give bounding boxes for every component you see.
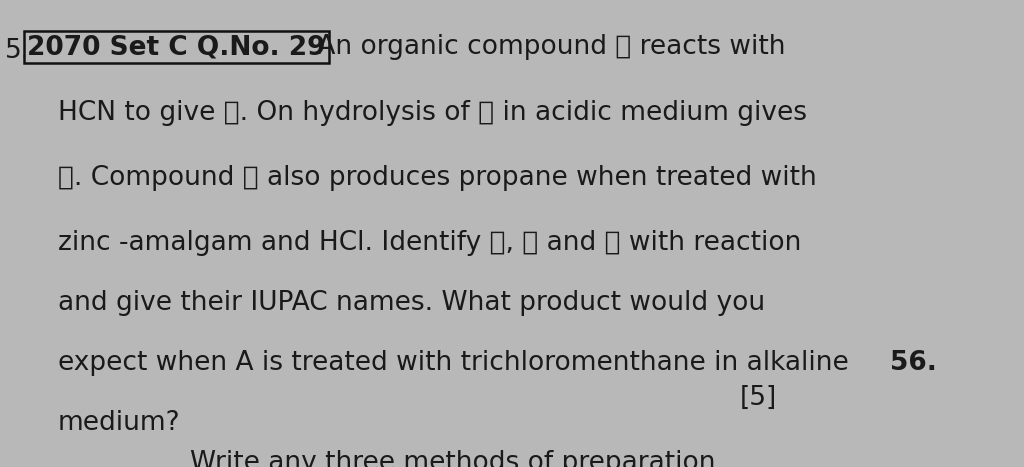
Text: An organic compound Ⓐ reacts with: An organic compound Ⓐ reacts with bbox=[309, 34, 785, 60]
Text: and give their IUPAC names. What product would you: and give their IUPAC names. What product… bbox=[58, 290, 765, 316]
Text: [5]: [5] bbox=[740, 385, 777, 411]
Text: 56.: 56. bbox=[890, 350, 937, 376]
Text: 2070 Set C Q.No. 29: 2070 Set C Q.No. 29 bbox=[27, 34, 326, 60]
Text: 5.: 5. bbox=[5, 38, 31, 64]
Text: medium?: medium? bbox=[58, 410, 180, 436]
Text: zinc -amalgam and HCl. Identify Ⓐ, Ⓑ and Ⓒ with reaction: zinc -amalgam and HCl. Identify Ⓐ, Ⓑ and… bbox=[58, 230, 802, 256]
Text: expect when A is treated with trichloromenthane in alkaline: expect when A is treated with trichlorom… bbox=[58, 350, 849, 376]
Text: Write any three methods of preparation: Write any three methods of preparation bbox=[190, 450, 716, 467]
Text: HCN to give Ⓑ. On hydrolysis of Ⓑ in acidic medium gives: HCN to give Ⓑ. On hydrolysis of Ⓑ in aci… bbox=[58, 100, 807, 126]
Text: Ⓒ. Compound Ⓐ also produces propane when treated with: Ⓒ. Compound Ⓐ also produces propane when… bbox=[58, 165, 817, 191]
